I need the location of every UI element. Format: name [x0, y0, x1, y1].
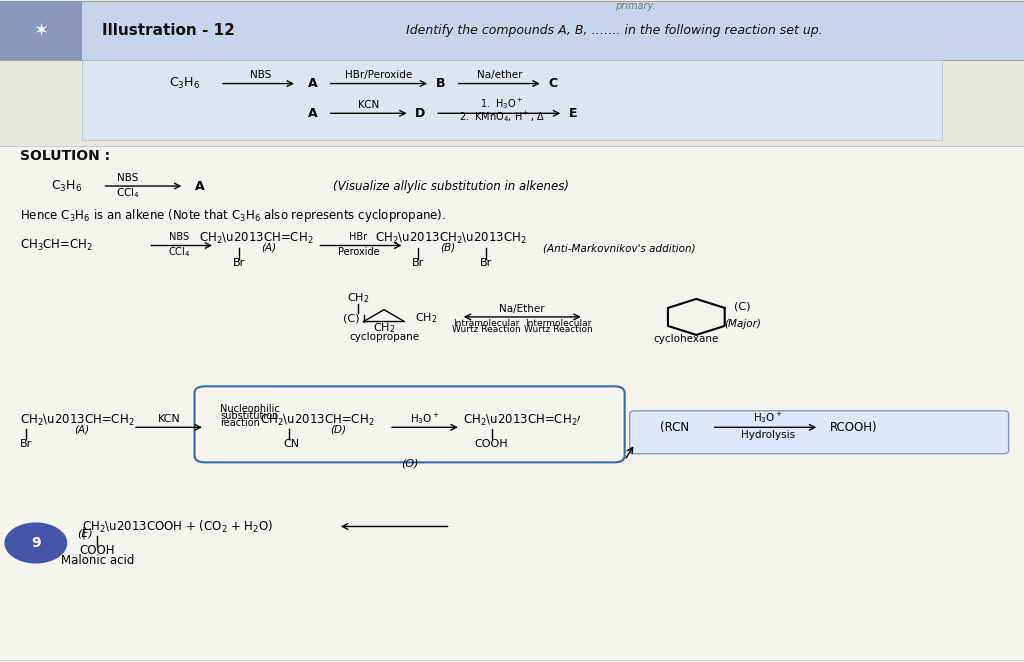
Text: COOH: COOH: [475, 439, 508, 449]
Text: (B): (B): [440, 242, 456, 252]
Text: Hence C$_3$H$_6$ is an alkene (Note that C$_3$H$_6$ also represents cyclopropane: Hence C$_3$H$_6$ is an alkene (Note that…: [20, 207, 446, 224]
Text: HBr/Peroxide: HBr/Peroxide: [345, 70, 413, 80]
Text: H$_3$O$^+$: H$_3$O$^+$: [753, 410, 783, 425]
Text: H$_3$O$^+$: H$_3$O$^+$: [410, 411, 440, 426]
Text: CH$_2$\u2013COOH + (CO$_2$ + H$_2$O): CH$_2$\u2013COOH + (CO$_2$ + H$_2$O): [82, 518, 273, 534]
Text: CH$_2$\u2013CH=CH$_2$: CH$_2$\u2013CH=CH$_2$: [260, 413, 375, 428]
Text: A: A: [195, 179, 205, 193]
Text: CH$_2$\u2013CH=CH$_2$: CH$_2$\u2013CH=CH$_2$: [20, 413, 135, 428]
FancyBboxPatch shape: [82, 60, 942, 140]
Text: A: A: [307, 107, 317, 120]
Text: NBS: NBS: [118, 173, 138, 183]
Text: (D): (D): [330, 424, 346, 434]
Text: (E): (E): [77, 528, 92, 538]
Text: cyclohexane: cyclohexane: [653, 334, 719, 344]
Text: D: D: [415, 107, 425, 120]
Text: CH$_2$\u2013CH=CH$_2$: CH$_2$\u2013CH=CH$_2$: [199, 231, 313, 246]
Text: Na/Ether: Na/Ether: [500, 304, 545, 314]
Text: C$_3$H$_6$: C$_3$H$_6$: [169, 76, 200, 91]
Text: Na/ether: Na/ether: [477, 70, 522, 80]
Text: Wurtz Reaction: Wurtz Reaction: [452, 325, 521, 334]
Text: RCOOH): RCOOH): [829, 421, 878, 434]
Text: (C): (C): [734, 301, 751, 311]
FancyBboxPatch shape: [0, 1, 1024, 60]
Text: CN: CN: [284, 439, 300, 449]
Text: Intramolecular: Intramolecular: [454, 319, 519, 328]
Text: CH$_2$\u2013CH=CH$_2$$\prime$: CH$_2$\u2013CH=CH$_2$$\prime$: [463, 413, 582, 428]
Text: Peroxide: Peroxide: [338, 247, 379, 257]
Text: CCl$_4$: CCl$_4$: [168, 245, 190, 259]
Text: Wurtz Reaction: Wurtz Reaction: [523, 325, 593, 334]
Text: Br: Br: [232, 258, 245, 268]
Text: |: |: [82, 526, 86, 540]
Text: 1.  H$_3$O$^+$: 1. H$_3$O$^+$: [480, 96, 523, 111]
Text: B: B: [435, 77, 445, 90]
Text: Hydrolysis: Hydrolysis: [741, 430, 795, 440]
Text: Nucleophilic: Nucleophilic: [220, 404, 280, 414]
Text: (A): (A): [75, 424, 89, 434]
Text: (RCN: (RCN: [660, 421, 689, 434]
Text: Illustration - 12: Illustration - 12: [102, 23, 236, 38]
Text: KCN: KCN: [358, 101, 379, 111]
Text: CH$_2$: CH$_2$: [415, 311, 437, 325]
Text: C$_3$H$_6$: C$_3$H$_6$: [51, 179, 83, 193]
Text: CH$_2$: CH$_2$: [373, 321, 395, 335]
Text: substitution: substitution: [220, 411, 279, 421]
Text: Identify the compounds A, B, ……. in the following reaction set up.: Identify the compounds A, B, ……. in the …: [407, 24, 822, 37]
Text: SOLUTION :: SOLUTION :: [20, 149, 111, 164]
Text: ✶: ✶: [34, 22, 48, 40]
Text: C: C: [549, 77, 557, 90]
Text: Malonic acid: Malonic acid: [60, 554, 134, 567]
FancyBboxPatch shape: [630, 411, 1009, 453]
Text: (Visualize allylic substitution in alkenes): (Visualize allylic substitution in alken…: [333, 179, 568, 193]
Text: COOH: COOH: [80, 544, 115, 557]
Text: 2.  KMnO$_4$, H$^+$, $\Delta$: 2. KMnO$_4$, H$^+$, $\Delta$: [459, 109, 545, 124]
Text: cyclopropane: cyclopropane: [349, 332, 419, 342]
Text: (Anti-Markovnikov's addition): (Anti-Markovnikov's addition): [543, 244, 695, 254]
Text: primary.: primary.: [614, 1, 655, 11]
Text: Br: Br: [19, 439, 32, 449]
FancyBboxPatch shape: [0, 146, 1024, 662]
Text: NBS: NBS: [251, 70, 271, 80]
Text: (Major): (Major): [724, 318, 761, 328]
Text: 9: 9: [31, 536, 41, 550]
Text: E: E: [569, 107, 578, 120]
Text: KCN: KCN: [158, 414, 180, 424]
Text: A: A: [307, 77, 317, 90]
Text: Br: Br: [480, 258, 493, 268]
Text: CH$_2$: CH$_2$: [347, 291, 370, 305]
Text: reaction: reaction: [220, 418, 260, 428]
Text: NBS: NBS: [169, 232, 189, 242]
Text: (O): (O): [400, 459, 419, 469]
Text: CCl$_4$: CCl$_4$: [116, 186, 140, 199]
FancyBboxPatch shape: [0, 1, 82, 60]
Text: Intermolecular: Intermolecular: [525, 319, 591, 328]
Text: (A): (A): [261, 242, 276, 252]
Text: Br: Br: [412, 258, 424, 268]
Text: CH$_3$CH=CH$_2$: CH$_3$CH=CH$_2$: [20, 238, 94, 253]
Text: CH$_2$\u2013CH$_2$\u2013CH$_2$: CH$_2$\u2013CH$_2$\u2013CH$_2$: [375, 231, 526, 246]
Text: (C): (C): [343, 313, 359, 323]
Circle shape: [5, 523, 67, 563]
Text: HBr: HBr: [349, 232, 368, 242]
